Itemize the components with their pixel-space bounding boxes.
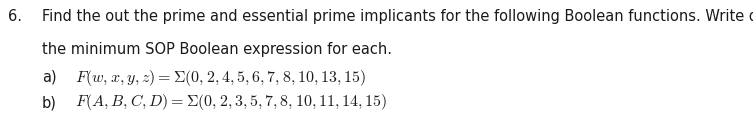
Text: a): a)	[42, 70, 56, 85]
Text: b): b)	[42, 95, 57, 110]
Text: 6.: 6.	[8, 9, 22, 24]
Text: $F(w, x, y, z) = \Sigma(0, 2, 4, 5, 6, 7, 8, 10, 13, 15)$: $F(w, x, y, z) = \Sigma(0, 2, 4, 5, 6, 7…	[75, 67, 367, 87]
Text: the minimum SOP Boolean expression for each.: the minimum SOP Boolean expression for e…	[42, 42, 392, 57]
Text: $F(A, B, C, D) = \Sigma(0, 2, 3, 5, 7, 8, 10, 11, 14, 15)$: $F(A, B, C, D) = \Sigma(0, 2, 3, 5, 7, 8…	[75, 92, 387, 112]
Text: Find the out the prime and essential prime implicants for the following Boolean : Find the out the prime and essential pri…	[42, 9, 753, 24]
